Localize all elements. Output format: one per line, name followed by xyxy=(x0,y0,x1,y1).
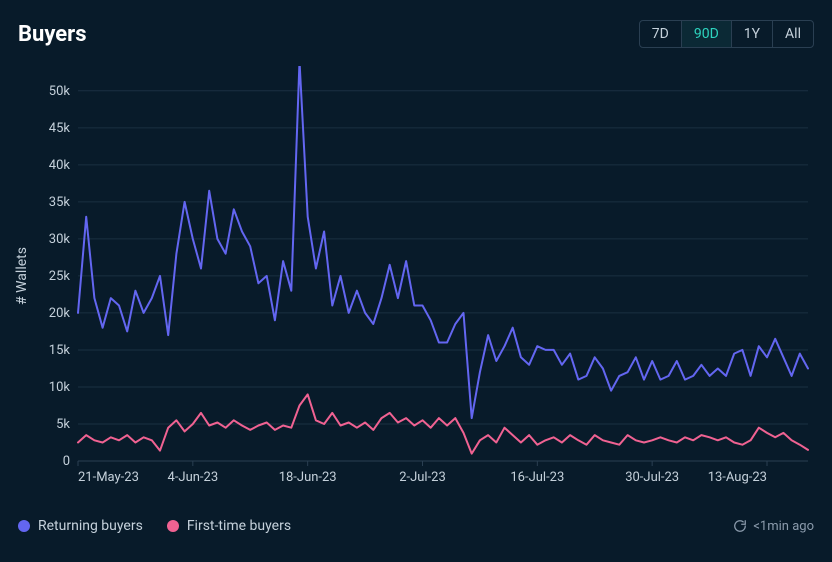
svg-text:18-Jun-23: 18-Jun-23 xyxy=(279,470,337,485)
svg-text:21-May-23: 21-May-23 xyxy=(78,470,139,485)
range-tabs: 7D90D1YAll xyxy=(639,20,814,48)
y-axis-label: # Wallets xyxy=(14,247,30,305)
svg-text:20k: 20k xyxy=(49,306,71,321)
legend-item: Returning buyers xyxy=(18,518,143,534)
refresh-icon xyxy=(733,519,747,533)
chart-area: # Wallets 05k10k15k20k25k30k35k40k45k50k… xyxy=(18,66,814,506)
svg-text:25k: 25k xyxy=(49,269,71,284)
updated-label: <1min ago xyxy=(753,519,814,534)
svg-text:2-Jul-23: 2-Jul-23 xyxy=(399,470,446,485)
svg-text:15k: 15k xyxy=(49,343,71,358)
svg-text:30-Jul-23: 30-Jul-23 xyxy=(625,470,679,485)
svg-text:45k: 45k xyxy=(49,121,71,136)
range-tab-90d[interactable]: 90D xyxy=(682,21,732,47)
legend-label: Returning buyers xyxy=(38,518,143,534)
range-tab-7d[interactable]: 7D xyxy=(640,21,682,47)
legend-item: First-time buyers xyxy=(167,518,291,534)
svg-text:4-Jun-23: 4-Jun-23 xyxy=(168,470,219,485)
updated-timestamp: <1min ago xyxy=(733,519,814,534)
series-returning xyxy=(78,66,808,418)
svg-text:16-Jul-23: 16-Jul-23 xyxy=(510,470,564,485)
svg-text:50k: 50k xyxy=(49,84,71,99)
range-tab-all[interactable]: All xyxy=(773,21,813,47)
page-title: Buyers xyxy=(18,22,87,47)
range-tab-1y[interactable]: 1Y xyxy=(732,21,773,47)
buyers-chart: 0 5k 10k 15k 20k 25k 30k 35k 40k 45k 50k 21-May-23 4… xyxy=(18,66,814,496)
svg-text:35k: 35k xyxy=(49,195,71,210)
svg-text:0: 0 xyxy=(63,454,70,469)
legend-dot xyxy=(167,520,179,532)
legend-dot xyxy=(18,520,30,532)
legend: Returning buyers First-time buyers xyxy=(18,518,291,534)
svg-text:13-Aug-23: 13-Aug-23 xyxy=(708,470,767,485)
svg-text:30k: 30k xyxy=(49,232,71,247)
svg-text:5k: 5k xyxy=(56,417,70,432)
svg-text:40k: 40k xyxy=(49,158,71,173)
svg-text:10k: 10k xyxy=(49,380,71,395)
legend-label: First-time buyers xyxy=(187,518,291,534)
